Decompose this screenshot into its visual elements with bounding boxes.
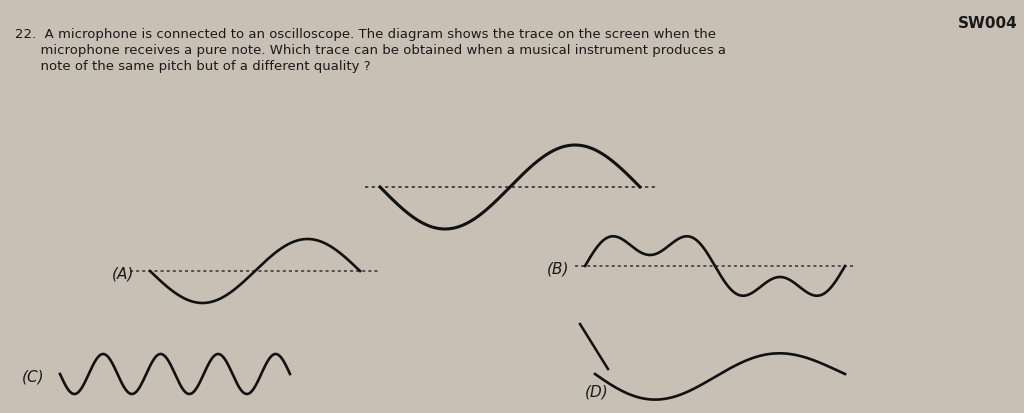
Text: 22.  A microphone is connected to an oscilloscope. The diagram shows the trace o: 22. A microphone is connected to an osci… (15, 28, 716, 41)
Text: (D): (D) (585, 384, 608, 399)
Text: microphone receives a pure note. Which trace can be obtained when a musical inst: microphone receives a pure note. Which t… (15, 44, 726, 57)
Text: SW004: SW004 (958, 16, 1018, 31)
Text: (B): (B) (547, 261, 569, 276)
Text: note of the same pitch but of a different quality ?: note of the same pitch but of a differen… (15, 60, 371, 73)
Text: (C): (C) (22, 369, 45, 384)
Text: (A): (A) (112, 266, 134, 281)
